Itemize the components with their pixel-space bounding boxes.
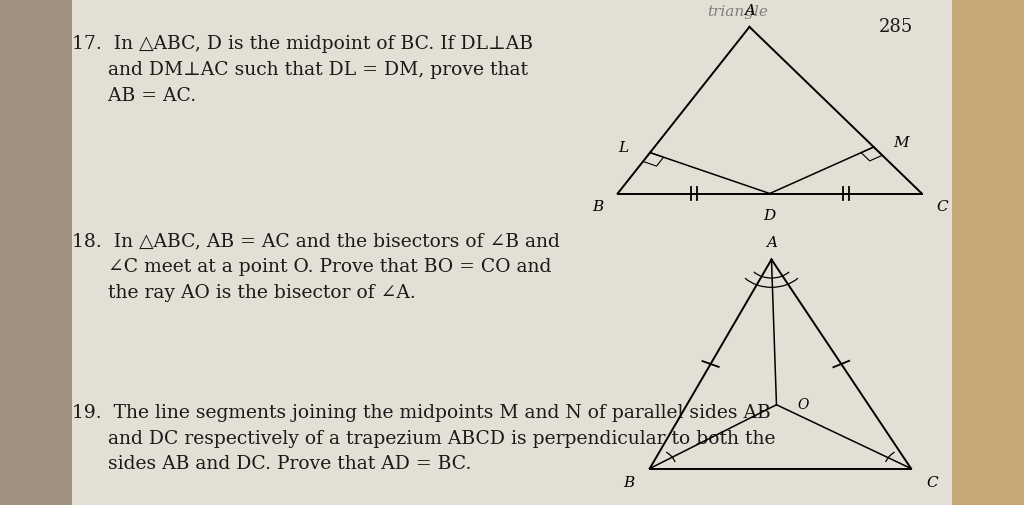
Bar — [952, 0, 1024, 505]
Text: 18.  In △ABC, AB = AC and the bisectors of ∠B and
      ∠C meet at a point O. Pr: 18. In △ABC, AB = AC and the bisectors o… — [72, 232, 559, 301]
Text: L: L — [617, 141, 628, 155]
Text: M: M — [893, 135, 908, 149]
Text: C: C — [926, 476, 938, 489]
Text: 17.  In △ABC, D is the midpoint of BC. If DL⊥AB
      and DM⊥AC such that DL = D: 17. In △ABC, D is the midpoint of BC. If… — [72, 35, 532, 105]
Text: B: B — [624, 476, 635, 489]
Text: 19.  The line segments joining the midpoints M and N of parallel sides AB
      : 19. The line segments joining the midpoi… — [72, 404, 775, 473]
Text: A: A — [766, 236, 777, 250]
Text: O: O — [798, 398, 809, 412]
Text: B: B — [592, 200, 603, 214]
Text: A: A — [744, 4, 755, 18]
Text: D: D — [764, 209, 776, 223]
Bar — [0, 0, 82, 505]
Text: triangle: triangle — [707, 5, 768, 19]
Text: C: C — [936, 200, 948, 214]
Text: 285: 285 — [879, 18, 913, 36]
